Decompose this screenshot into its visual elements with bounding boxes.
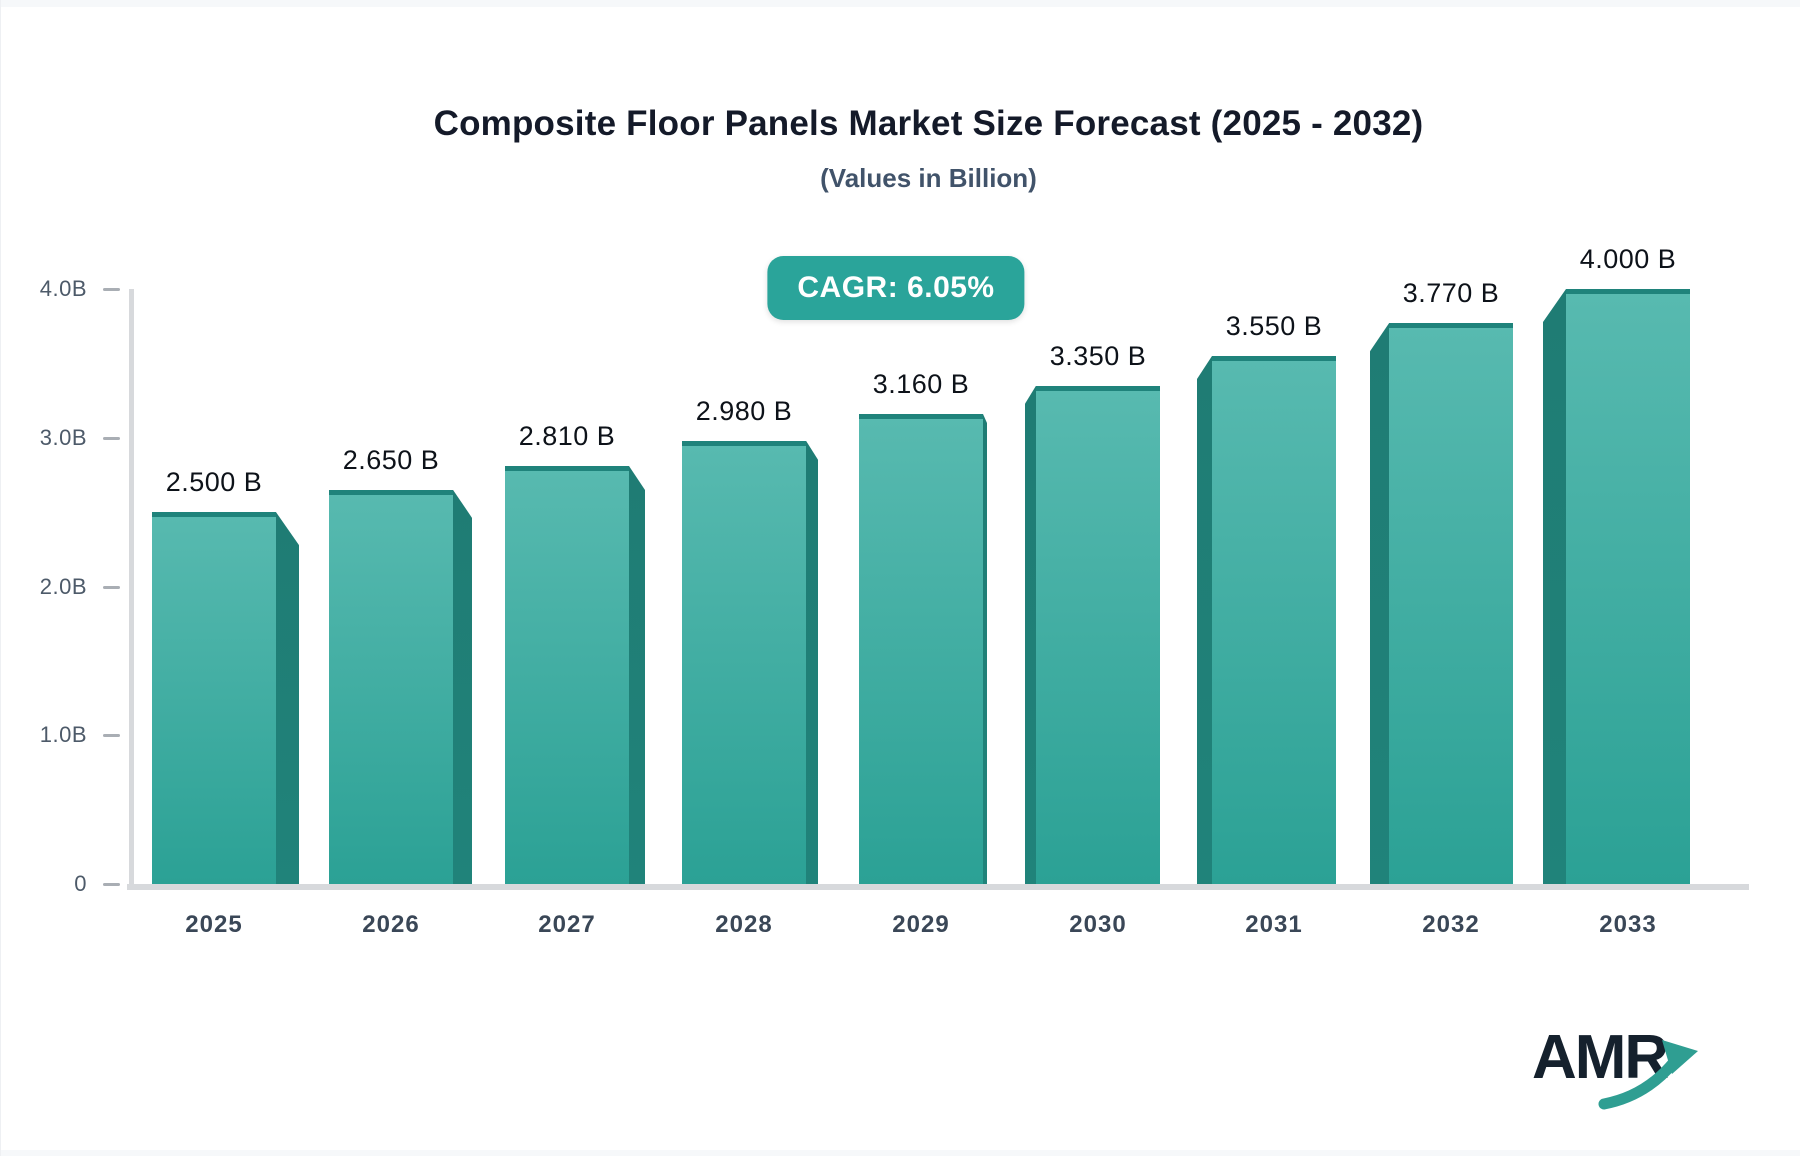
- bar-value-label: 2.980 B: [695, 395, 793, 426]
- bar-value-label: 3.160 B: [872, 368, 970, 399]
- bar-side-face: [1543, 289, 1566, 884]
- y-tick-label: 0: [74, 871, 87, 896]
- y-tick-label: 1.0B: [39, 722, 87, 748]
- bar-value-label: 2.810 B: [518, 421, 616, 451]
- bar-2028: [682, 440, 818, 884]
- bar-side-face: [806, 440, 818, 884]
- bar-value-label: 4.000 B: [1579, 244, 1677, 274]
- bar-front-face: [505, 466, 629, 884]
- bar-value-label: 3.350 B: [1049, 340, 1147, 371]
- bar-top-edge: [1389, 323, 1513, 329]
- chart-title: Composite Floor Panels Market Size Forec…: [433, 104, 1424, 143]
- bar-top-edge: [1566, 289, 1690, 294]
- bar-top-edge: [1036, 385, 1160, 391]
- page-edge-bottom: [1, 1150, 1800, 1156]
- x-category-label: 2025: [185, 911, 243, 938]
- bar-top-edge: [1212, 355, 1336, 361]
- bar-front-face: [1389, 323, 1513, 884]
- x-axis-line: [127, 884, 1749, 890]
- bar-2031: [1197, 355, 1336, 884]
- cagr-badge: CAGR: 6.05%: [767, 256, 1025, 320]
- bar-side-face: [983, 413, 987, 884]
- bar-front-face: [152, 512, 276, 884]
- bar-side-face: [1197, 355, 1212, 884]
- bar-side-face: [1025, 385, 1036, 884]
- bar-2030: [1025, 385, 1160, 884]
- bar-2026: [329, 489, 472, 884]
- y-tick-dash: [103, 883, 120, 886]
- bar-2033: [1543, 289, 1690, 884]
- bar-top-edge: [859, 413, 983, 419]
- bar-value-label: 2.500 B: [165, 467, 263, 498]
- y-tick-label: 3.0B: [39, 424, 87, 450]
- y-tick-dash: [103, 585, 120, 589]
- y-tick-dash: [103, 288, 120, 291]
- x-category-label: 2031: [1245, 911, 1303, 938]
- bar-value-label: 3.770 B: [1402, 278, 1500, 309]
- y-tick-label: 2.0B: [39, 573, 87, 599]
- bar-side-face: [453, 489, 472, 884]
- bar-top-edge: [329, 489, 453, 495]
- bar-side-face: [1370, 323, 1389, 884]
- bar-2027: [505, 466, 645, 884]
- bar-front-face: [1566, 289, 1690, 884]
- bar-front-face: [682, 440, 806, 884]
- y-tick-dash: [103, 734, 120, 738]
- x-category-label: 2027: [538, 911, 596, 938]
- x-category-label: 2033: [1599, 911, 1657, 938]
- chart-subtitle: (Values in Billion): [820, 163, 1037, 193]
- bar-2025: [152, 512, 299, 884]
- bar-value-label: 2.650 B: [342, 444, 440, 475]
- bar-side-face: [629, 466, 645, 884]
- bar-front-face: [859, 413, 983, 884]
- bar-front-face: [1036, 385, 1160, 884]
- x-category-label: 2026: [362, 911, 420, 938]
- bar-2029: [859, 413, 987, 884]
- bar-side-face: [276, 512, 299, 884]
- page-edge-top: [1, 0, 1800, 7]
- y-tick-dash: [103, 436, 120, 440]
- bar-2032: [1370, 323, 1513, 884]
- bar-top-edge: [505, 466, 629, 471]
- x-category-label: 2029: [892, 911, 950, 938]
- y-axis-line: [129, 289, 134, 890]
- bar-top-edge: [682, 440, 806, 446]
- bar-top-edge: [152, 512, 276, 518]
- x-category-label: 2030: [1069, 911, 1127, 938]
- growth-arrow-icon: [1598, 1040, 1698, 1110]
- bar-front-face: [1212, 355, 1336, 884]
- y-tick-label: 4.0B: [39, 276, 87, 301]
- bar-front-face: [329, 489, 453, 884]
- bar-value-label: 3.550 B: [1225, 310, 1323, 341]
- x-category-label: 2028: [715, 911, 773, 938]
- amr-logo: AMR: [1532, 1022, 1742, 1132]
- x-category-label: 2032: [1422, 911, 1480, 938]
